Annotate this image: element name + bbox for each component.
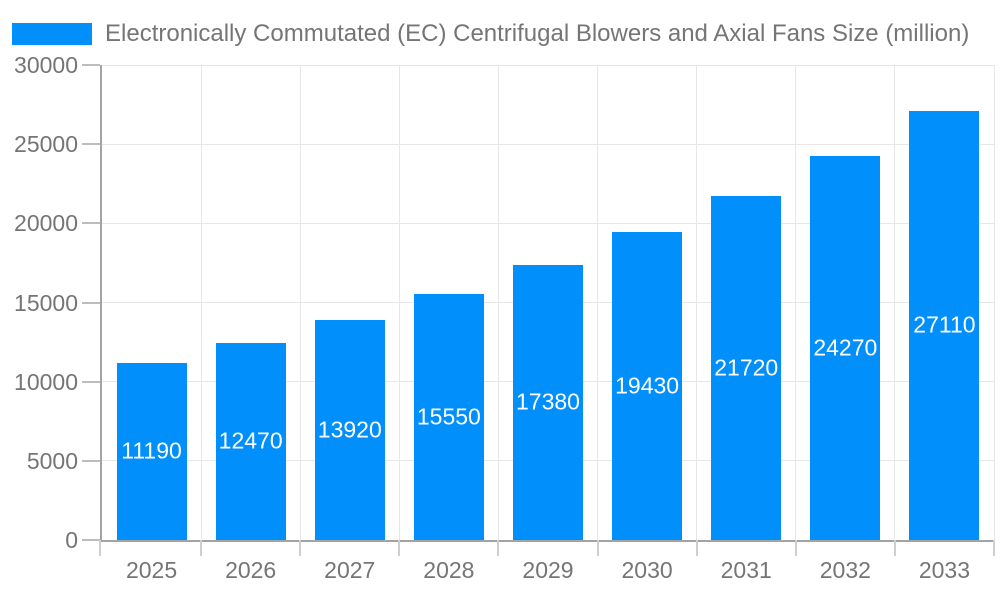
v-gridline [299,65,301,540]
y-axis-label: 15000 [14,289,78,316]
bar[interactable]: 15550 [413,293,484,540]
v-gridline [597,65,599,540]
bar-value-label: 15550 [416,403,481,430]
y-axis-tick [82,380,100,383]
h-gridline [102,222,994,224]
bar[interactable]: 11190 [116,362,187,540]
x-axis-label: 2032 [819,557,871,583]
y-axis-label: 30000 [14,52,78,78]
bar[interactable]: 13920 [314,319,385,540]
bar-value-label: 19430 [615,372,680,399]
bar[interactable]: 27110 [909,110,980,540]
x-axis-label: 2028 [423,557,475,583]
x-axis-tick [299,540,302,556]
x-axis-tick [200,540,203,556]
bar-value-label: 13920 [317,416,382,443]
y-axis-label: 10000 [14,368,78,395]
legend-swatch [12,23,92,45]
bar-value-label: 12470 [218,427,283,454]
bar[interactable]: 24270 [810,155,881,540]
x-axis-tick [398,540,401,556]
y-axis-tick [82,143,100,146]
y-axis-label: 25000 [14,131,78,158]
y-axis-tick [82,222,100,225]
y-axis-tick [82,459,100,462]
v-gridline [696,65,698,540]
x-axis-label: 2027 [324,557,376,583]
y-axis-label: 5000 [26,447,78,474]
x-axis-tick [497,540,500,556]
x-axis-label: 2025 [125,557,178,583]
x-axis-tick [993,540,995,556]
bar-value-label: 24270 [813,334,878,361]
v-gridline [497,65,499,540]
bar[interactable]: 19430 [612,232,683,540]
y-axis-label: 20000 [14,210,78,237]
x-axis-tick [596,540,599,556]
chart-title: Electronically Commutated (EC) Centrifug… [105,20,970,47]
v-gridline [795,65,797,540]
h-gridline [102,64,994,66]
x-axis-label: 2033 [918,557,971,583]
x-axis-tick [893,540,896,556]
y-axis-tick [82,301,100,304]
bar-value-label: 27110 [913,311,976,338]
x-axis-label: 2026 [225,557,277,583]
bar-value-label: 17380 [516,388,580,415]
v-gridline [993,65,995,540]
v-gridline [200,65,202,540]
x-axis-tick [695,540,698,556]
bar[interactable]: 17380 [513,264,583,540]
y-axis-tick [82,539,100,541]
v-gridline [894,65,896,540]
x-axis-tick [794,540,797,556]
legend[interactable]: Electronically Commutated (EC) Centrifug… [12,20,969,48]
x-axis-label: 2029 [522,557,574,583]
x-axis-label: 2031 [720,557,772,583]
h-gridline [102,143,994,145]
bar-value-label: 21720 [714,354,779,381]
bar-value-label: 11190 [121,437,182,464]
x-axis-tick [99,540,101,556]
bar[interactable]: 12470 [215,342,286,540]
v-gridline [398,65,400,540]
x-axis-label: 2030 [621,557,673,583]
bar[interactable]: 21720 [711,196,782,540]
y-axis-tick [82,64,100,66]
plot-area: 0 5000 10000 15000 20000 25000 30000 11190 2025 1… [14,52,995,583]
y-axis-label: 0 [65,527,78,553]
